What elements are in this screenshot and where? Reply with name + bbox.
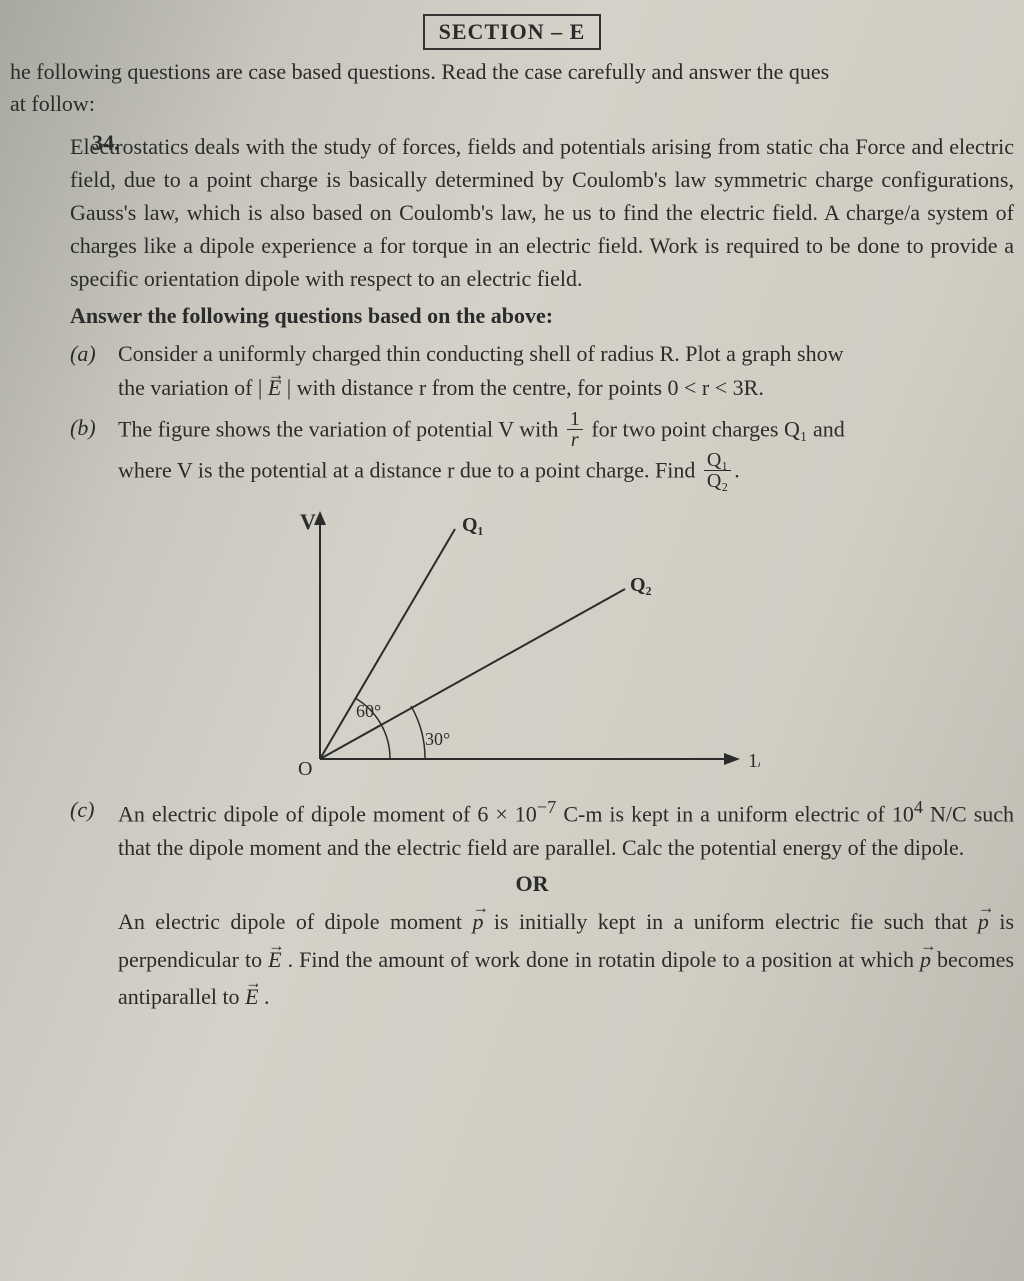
part-a-label: (a) [70, 337, 96, 371]
part-a-line2-pre: the variation of | [118, 375, 268, 400]
alternative-question: An electric dipole of dipole moment →p i… [70, 903, 1014, 1015]
part-c-t3: of 10 [867, 801, 914, 826]
page: SECTION – E he following questions are c… [0, 0, 1024, 1281]
passage: Electrostatics deals with the study of f… [70, 130, 1014, 295]
frac2-den: Q₂ [704, 471, 731, 491]
y-axis-label: V [300, 509, 316, 534]
answer-heading: Answer the following questions based on … [70, 303, 1014, 329]
fraction-q1-over-q2: Q₁Q₂ [704, 450, 731, 491]
alt-s3: such that [884, 909, 978, 934]
part-b: (b) The figure shows the variation of po… [70, 411, 1014, 493]
part-b-label: (b) [70, 411, 96, 445]
intro-line1: he following questions are case based qu… [10, 59, 829, 84]
part-c-label: (c) [70, 793, 94, 827]
intro-text: he following questions are case based qu… [10, 56, 1014, 120]
part-a: (a) Consider a uniformly charged thin co… [70, 337, 1014, 405]
part-c-t5: the potential energy of the dipole. [668, 835, 965, 860]
part-b-l1-pre: The figure shows the variation of potent… [118, 417, 564, 442]
fraction-1-over-r: 1r [567, 409, 583, 450]
alt-s2: is initially kept in a uniform electric … [483, 909, 873, 934]
vector-p-3: →p [920, 941, 931, 978]
q1-line [320, 529, 455, 759]
q1-label: Q₁ [462, 514, 484, 536]
part-b-l1-post: for two point charges Q₁ and [586, 417, 845, 442]
vector-p-2: →p [978, 903, 989, 940]
part-a-line2-mid: | with distance r from the centre, for p… [281, 375, 764, 400]
part-c-sup1: −7 [537, 797, 557, 817]
part-c-t2: C-m is kept in a uniform electric [556, 801, 859, 826]
section-header-row: SECTION – E [10, 14, 1014, 50]
diagram: V 1/r O Q₁ Q₂ 60° 30° [200, 499, 760, 789]
angle-60-label: 60° [356, 701, 381, 721]
alt-s1: An electric dipole of dipole moment [118, 909, 472, 934]
part-b-l2-post: . [734, 458, 740, 483]
angle-30-label: 30° [425, 729, 450, 749]
vector-E: →E [268, 371, 281, 405]
frac2-num: Q₁ [704, 450, 731, 471]
x-axis-arrow [724, 753, 740, 765]
section-box: SECTION – E [423, 14, 602, 50]
question-number: 34. [92, 130, 120, 156]
q2-label: Q₂ [630, 574, 652, 596]
alt-s6: dipole to a position at which [661, 947, 920, 972]
question-block: 34. Electrostatics deals with the study … [70, 130, 1014, 1016]
part-a-line1: Consider a uniformly charged thin conduc… [118, 341, 843, 366]
vector-E-3: →E [245, 978, 258, 1015]
part-c: (c) An electric dipole of dipole moment … [70, 793, 1014, 866]
vector-E-2: →E [268, 941, 281, 978]
origin-label: O [298, 758, 312, 780]
alt-s5: . Find the amount of work done in rotati… [282, 947, 656, 972]
frac1-num: 1 [567, 409, 583, 430]
arc-30 [411, 706, 425, 759]
intro-line2: at follow: [10, 91, 95, 116]
vector-p-1: →p [472, 903, 483, 940]
or-separator: OR [50, 871, 1014, 897]
diagram-svg: V 1/r O Q₁ Q₂ 60° 30° [200, 499, 760, 789]
part-c-t1: An electric dipole of dipole moment of 6… [118, 801, 537, 826]
frac1-den: r [567, 430, 583, 450]
part-c-sup2: 4 [914, 797, 923, 817]
q2-line [320, 589, 625, 759]
part-b-l2-pre: where V is the potential at a distance r… [118, 458, 701, 483]
x-axis-label: 1/r [748, 750, 760, 772]
